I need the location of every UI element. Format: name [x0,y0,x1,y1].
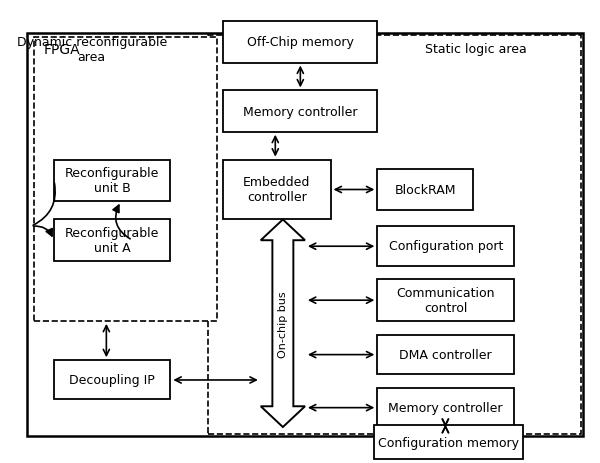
Text: Static logic area: Static logic area [425,43,527,56]
FancyBboxPatch shape [377,388,514,427]
Polygon shape [261,220,305,427]
Text: Configuration port: Configuration port [389,240,503,253]
FancyBboxPatch shape [54,160,170,201]
Text: On-chip bus: On-chip bus [278,290,288,357]
FancyBboxPatch shape [377,169,473,211]
FancyBboxPatch shape [26,34,583,436]
FancyBboxPatch shape [54,220,170,262]
FancyBboxPatch shape [223,22,377,63]
Text: Memory controller: Memory controller [243,106,358,119]
FancyBboxPatch shape [223,91,377,132]
Text: Configuration memory: Configuration memory [378,436,519,449]
FancyBboxPatch shape [34,38,217,321]
FancyBboxPatch shape [208,36,581,434]
Text: Reconfigurable
unit A: Reconfigurable unit A [65,227,160,255]
FancyArrowPatch shape [33,184,55,225]
FancyBboxPatch shape [54,360,170,400]
Text: BlockRAM: BlockRAM [395,184,456,197]
Text: Decoupling IP: Decoupling IP [70,374,155,387]
Text: Memory controller: Memory controller [388,401,503,414]
FancyBboxPatch shape [377,335,514,374]
FancyBboxPatch shape [377,227,514,266]
FancyArrowPatch shape [113,206,130,239]
Text: Off-Chip memory: Off-Chip memory [247,36,353,49]
FancyBboxPatch shape [374,425,523,459]
Text: FPGA: FPGA [44,43,80,56]
Text: Dynamic reconfigurable
area: Dynamic reconfigurable area [17,36,167,64]
FancyBboxPatch shape [223,160,331,220]
Text: DMA controller: DMA controller [400,348,492,361]
Text: Reconfigurable
unit B: Reconfigurable unit B [65,167,160,195]
Text: Embedded
controller: Embedded controller [243,176,310,204]
Text: Communication
control: Communication control [397,287,495,314]
FancyArrowPatch shape [34,226,52,237]
FancyBboxPatch shape [377,280,514,321]
